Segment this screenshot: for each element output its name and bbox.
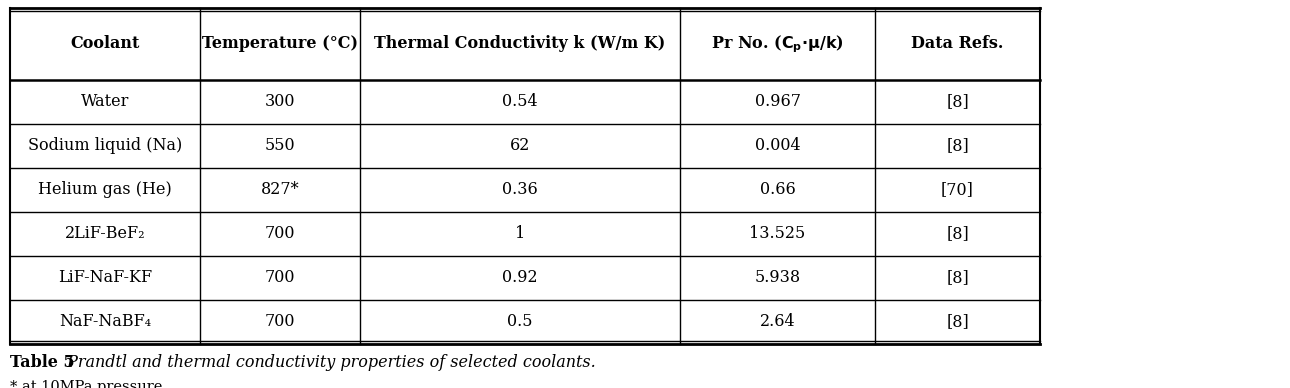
Text: 0.967: 0.967 <box>755 94 801 111</box>
Text: 2LiF-BeF₂: 2LiF-BeF₂ <box>64 225 146 242</box>
Text: Water: Water <box>81 94 129 111</box>
Text: 550: 550 <box>264 137 295 154</box>
Text: 300: 300 <box>264 94 295 111</box>
Text: Temperature (°C): Temperature (°C) <box>203 35 359 52</box>
Text: Coolant: Coolant <box>71 35 139 52</box>
Text: 1: 1 <box>515 225 525 242</box>
Text: 0.004: 0.004 <box>755 137 800 154</box>
Text: 62: 62 <box>510 137 530 154</box>
Text: Data Refs.: Data Refs. <box>911 35 1004 52</box>
Text: Helium gas (He): Helium gas (He) <box>39 182 172 199</box>
Text: [8]: [8] <box>946 314 969 331</box>
Text: [8]: [8] <box>946 94 969 111</box>
Text: 827*: 827* <box>261 182 299 199</box>
Text: Pr No. ($\mathbf{C_p}$$\mathbf{\cdot}$$\mathbf{\mu}$/$\mathbf{k}$): Pr No. ($\mathbf{C_p}$$\mathbf{\cdot}$$\… <box>711 33 844 55</box>
Text: 0.5: 0.5 <box>507 314 533 331</box>
Text: 0.36: 0.36 <box>502 182 538 199</box>
Text: * at 10MPa pressure: * at 10MPa pressure <box>10 380 163 388</box>
Text: [8]: [8] <box>946 270 969 286</box>
Text: 700: 700 <box>264 270 295 286</box>
Text: Thermal Conductivity k (W/m K): Thermal Conductivity k (W/m K) <box>374 35 666 52</box>
Text: Table 5: Table 5 <box>10 354 75 371</box>
Text: 700: 700 <box>264 314 295 331</box>
Text: [8]: [8] <box>946 137 969 154</box>
Text: NaF-NaBF₄: NaF-NaBF₄ <box>59 314 151 331</box>
Text: 700: 700 <box>264 225 295 242</box>
Text: 0.66: 0.66 <box>760 182 796 199</box>
Text: 2.64: 2.64 <box>760 314 796 331</box>
Text: 0.92: 0.92 <box>502 270 538 286</box>
Text: 5.938: 5.938 <box>755 270 801 286</box>
Text: [70]: [70] <box>942 182 974 199</box>
Text: [8]: [8] <box>946 225 969 242</box>
Text: 13.525: 13.525 <box>749 225 806 242</box>
Text: LiF-NaF-KF: LiF-NaF-KF <box>58 270 152 286</box>
Text: Prandtl and thermal conductivity properties of selected coolants.: Prandtl and thermal conductivity propert… <box>62 354 596 371</box>
Text: Sodium liquid (Na): Sodium liquid (Na) <box>28 137 182 154</box>
Text: 0.54: 0.54 <box>502 94 538 111</box>
